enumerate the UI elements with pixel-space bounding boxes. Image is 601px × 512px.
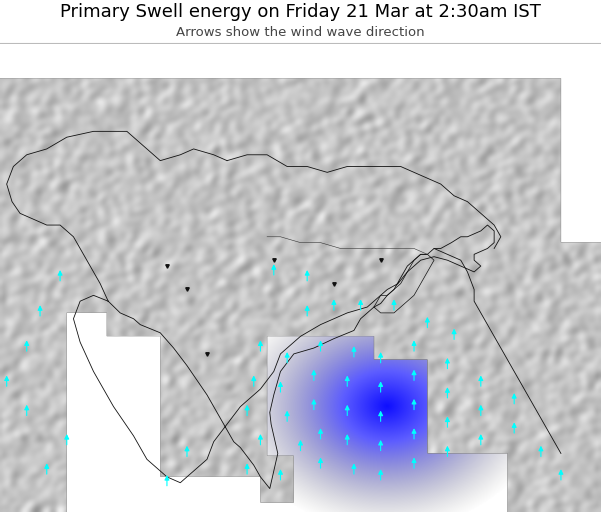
Text: Arrows show the wind wave direction: Arrows show the wind wave direction	[176, 26, 425, 39]
Text: Primary Swell energy on Friday 21 Mar at 2:30am IST: Primary Swell energy on Friday 21 Mar at…	[60, 3, 541, 21]
